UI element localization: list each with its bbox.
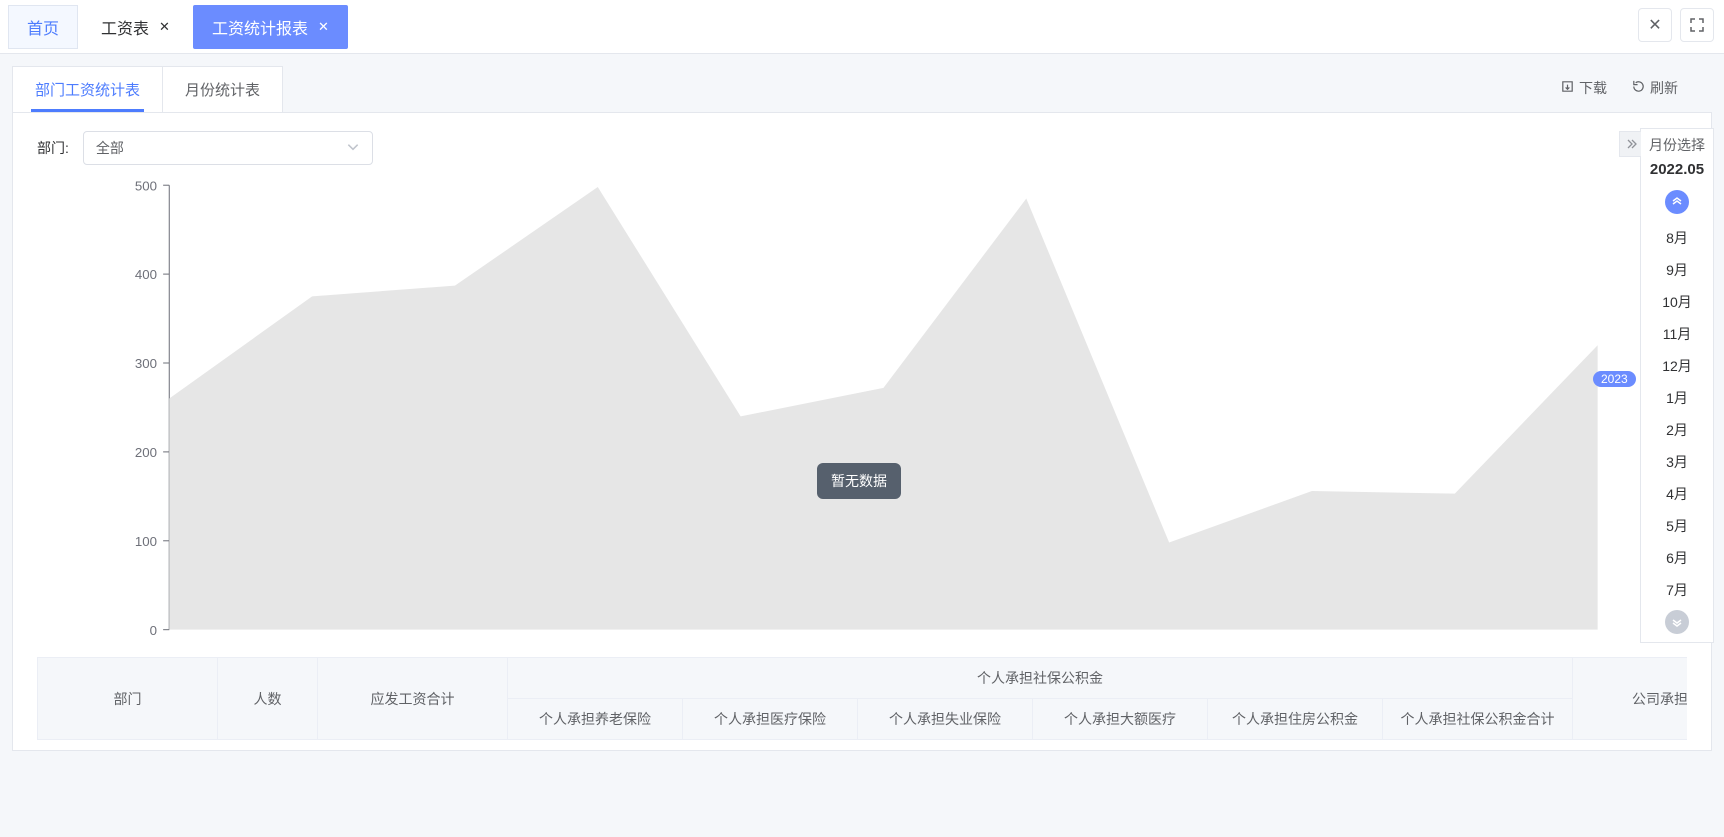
tab-salary-sheet-label: 工资表 xyxy=(101,15,149,39)
th-total: 应发工资合计 xyxy=(318,658,508,740)
svg-text:200: 200 xyxy=(135,445,157,460)
month-item[interactable]: 8月 xyxy=(1641,222,1713,254)
month-item[interactable]: 6月 xyxy=(1641,542,1713,574)
download-label: 下载 xyxy=(1579,78,1607,98)
month-panel-current: 2022.05 xyxy=(1641,161,1713,186)
tab-salary-report-label: 工资统计报表 xyxy=(212,15,308,39)
th-c4: 个人承担住房公积金 xyxy=(1208,699,1383,740)
month-item[interactable]: 3月 xyxy=(1641,446,1713,478)
month-panel: 月份选择 2022.05 8月9月10月11月12月1月20232月3月4月5月… xyxy=(1640,128,1714,643)
svg-text:0: 0 xyxy=(150,623,157,638)
month-item[interactable]: 10月 xyxy=(1641,286,1713,318)
content-area: 部门工资统计表 月份统计表 下载 刷新 部门: 全部 xyxy=(12,66,1712,751)
month-scroll-up[interactable] xyxy=(1665,190,1689,214)
year-badge: 2023 xyxy=(1593,371,1636,387)
tab-salary-sheet[interactable]: 工资表 ✕ xyxy=(82,5,189,49)
fullscreen-icon xyxy=(1689,17,1705,33)
chevron-down-icon xyxy=(1671,616,1683,628)
svg-text:300: 300 xyxy=(135,356,157,371)
download-icon xyxy=(1560,79,1575,98)
svg-text:100: 100 xyxy=(135,534,157,549)
th-c5: 个人承担社保公积金合计 xyxy=(1383,699,1573,740)
month-item[interactable]: 11月 xyxy=(1641,318,1713,350)
dept-select-value: 全部 xyxy=(96,138,124,158)
tab-dept-stats-label: 部门工资统计表 xyxy=(35,79,140,100)
svg-text:400: 400 xyxy=(135,267,157,282)
filter-row: 部门: 全部 xyxy=(37,131,1687,165)
chevron-up-icon xyxy=(1671,196,1683,208)
th-company: 公司承担 xyxy=(1573,658,1687,740)
th-c0: 个人承担养老保险 xyxy=(508,699,683,740)
close-all-button[interactable]: ✕ xyxy=(1638,8,1672,42)
dept-filter-label: 部门: xyxy=(37,138,69,158)
tab-home[interactable]: 首页 xyxy=(8,5,78,49)
tab-month-stats[interactable]: 月份统计表 xyxy=(163,66,283,112)
month-item[interactable]: 2月 xyxy=(1641,414,1713,446)
dept-select[interactable]: 全部 xyxy=(83,131,373,165)
tab-month-stats-label: 月份统计表 xyxy=(185,79,260,100)
month-item[interactable]: 5月 xyxy=(1641,510,1713,542)
tab-salary-report[interactable]: 工资统计报表 ✕ xyxy=(193,5,348,49)
th-dept: 部门 xyxy=(38,658,218,740)
salary-chart: 0 100 200 300 400 500 暂无数据 xyxy=(37,175,1687,645)
th-group-personal: 个人承担社保公积金 xyxy=(508,658,1573,699)
month-panel-title: 月份选择 xyxy=(1641,129,1713,161)
th-count: 人数 xyxy=(218,658,318,740)
month-list: 8月9月10月11月12月1月20232月3月4月5月6月7月 xyxy=(1641,222,1713,606)
stats-table: 部门人数应发工资合计个人承担社保公积金公司承担个人承担养老保险个人承担医疗保险个… xyxy=(37,657,1687,740)
top-tab-bar: 首页 工资表 ✕ 工资统计报表 ✕ ✕ xyxy=(0,0,1724,54)
month-item[interactable]: 1月2023 xyxy=(1641,382,1713,414)
th-c2: 个人承担失业保险 xyxy=(858,699,1033,740)
refresh-label: 刷新 xyxy=(1650,78,1678,98)
month-item[interactable]: 7月 xyxy=(1641,574,1713,606)
tab-dept-stats[interactable]: 部门工资统计表 xyxy=(12,66,163,112)
chevron-down-icon xyxy=(346,140,360,157)
refresh-icon xyxy=(1631,79,1646,98)
svg-text:500: 500 xyxy=(135,178,157,193)
no-data-tooltip: 暂无数据 xyxy=(817,463,901,499)
collapse-panel-button[interactable] xyxy=(1619,131,1641,157)
fullscreen-button[interactable] xyxy=(1680,8,1714,42)
tab-home-label: 首页 xyxy=(27,15,59,39)
month-scroll-down[interactable] xyxy=(1665,610,1689,634)
refresh-button[interactable]: 刷新 xyxy=(1631,78,1678,98)
chevron-right-icon xyxy=(1625,138,1637,150)
close-icon[interactable]: ✕ xyxy=(318,19,329,35)
th-c3: 个人承担大额医疗 xyxy=(1033,699,1208,740)
toolbar-right: 下载 刷新 xyxy=(1560,78,1678,98)
download-button[interactable]: 下载 xyxy=(1560,78,1607,98)
inner-tabs: 部门工资统计表 月份统计表 xyxy=(12,66,1712,112)
month-item[interactable]: 12月 xyxy=(1641,350,1713,382)
stats-table-wrap: 部门人数应发工资合计个人承担社保公积金公司承担个人承担养老保险个人承担医疗保险个… xyxy=(37,657,1687,740)
close-icon[interactable]: ✕ xyxy=(159,19,170,35)
th-c1: 个人承担医疗保险 xyxy=(683,699,858,740)
main-panel: 部门: 全部 0100200300400500 暂无数据 部门人数应发工资合计个… xyxy=(12,112,1712,751)
month-item[interactable]: 4月 xyxy=(1641,478,1713,510)
top-right-controls: ✕ xyxy=(1638,8,1714,42)
month-item[interactable]: 9月 xyxy=(1641,254,1713,286)
